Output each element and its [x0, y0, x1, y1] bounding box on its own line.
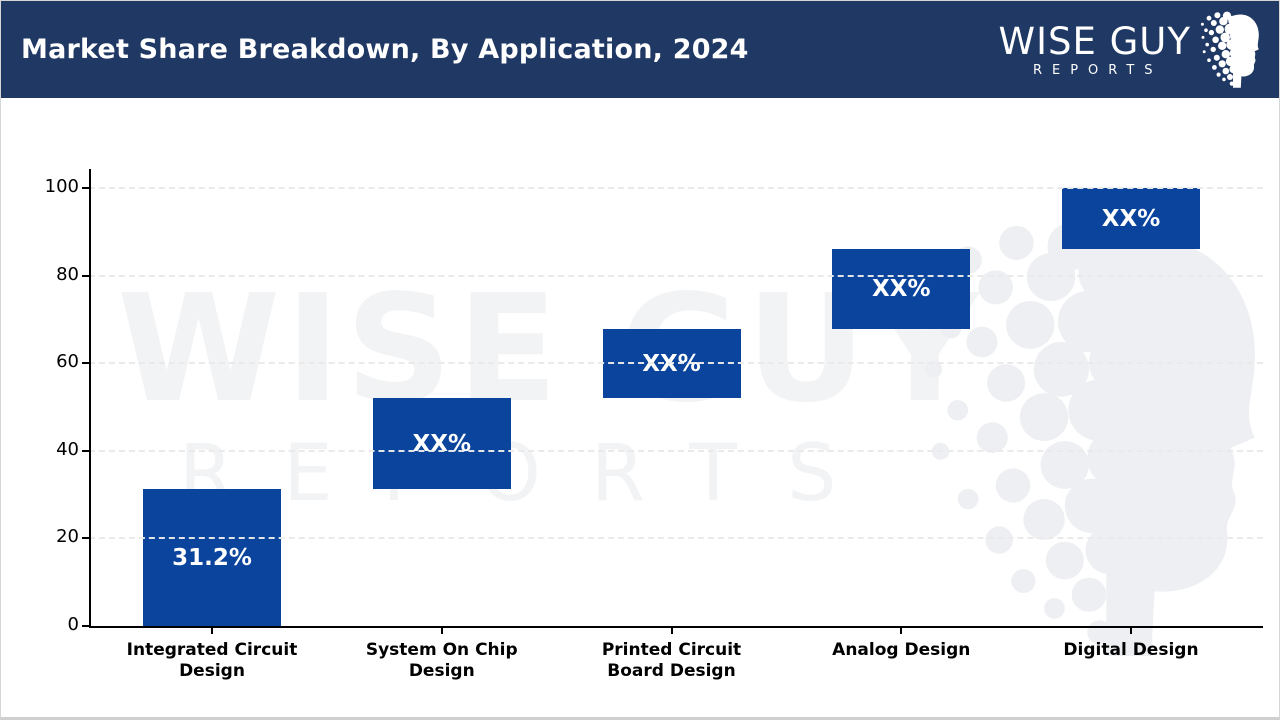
x-category-label-line: Digital Design — [1063, 640, 1199, 660]
y-tick-label: 0 — [67, 614, 79, 635]
x-category-label: System On Chip Design — [322, 640, 562, 683]
y-tick-label: 100 — [44, 176, 79, 197]
y-tick-mark — [82, 449, 89, 452]
y-gridline — [89, 362, 1263, 365]
header-bar: Market Share Breakdown, By Application, … — [1, 1, 1279, 98]
x-tick-mark — [211, 626, 213, 634]
y-gridline — [89, 449, 1263, 452]
x-category-label-line: Design — [408, 661, 475, 682]
logo-subtitle: REPORTS — [1032, 62, 1163, 78]
y-axis-line — [89, 169, 91, 628]
y-tick-label: 60 — [56, 351, 79, 373]
bar-segment: XX% — [1062, 188, 1200, 250]
wiseguy-logo: WISE GUY REPORTS — [999, 10, 1263, 90]
x-category-label: Integrated Circuit Design — [92, 640, 332, 683]
y-tick-mark — [82, 274, 89, 277]
x-category-label-line: Integrated Circuit — [126, 640, 298, 660]
y-tick-label: 80 — [56, 263, 79, 285]
y-tick-mark — [82, 625, 89, 627]
x-tick-mark — [670, 626, 673, 634]
x-category-label: Printed Circuit Board Design — [552, 640, 792, 683]
x-category-label-line: System On Chip — [365, 640, 518, 660]
logo-head-icon — [1200, 11, 1259, 88]
chart-title: Market Share Breakdown, By Application, … — [21, 34, 749, 65]
y-gridline — [89, 187, 1263, 189]
y-gridline — [89, 274, 1263, 277]
y-tick-label: 20 — [56, 526, 79, 548]
x-category-label-line: Board Design — [607, 661, 736, 682]
bar-value-label: 31.2% — [172, 544, 252, 571]
bar-value-label: XX% — [871, 276, 931, 303]
x-tick-mark — [1130, 626, 1132, 634]
logo-wordmark: WISE GUY — [998, 19, 1191, 63]
x-tick-mark — [900, 626, 903, 634]
wiseguy-logo-text: WISE GUY REPORTS — [999, 23, 1191, 77]
bar-value-label: XX% — [412, 430, 471, 457]
bar-value-label: XX% — [1101, 205, 1161, 232]
y-tick-mark — [82, 187, 89, 189]
y-tick-mark — [82, 362, 89, 365]
x-category-label-line: Printed Circuit — [601, 640, 742, 660]
x-category-label-line: Design — [179, 661, 245, 682]
y-tick-label: 40 — [56, 438, 79, 460]
x-axis-line — [89, 626, 1263, 628]
x-tick-mark — [440, 626, 443, 634]
x-category-label: Digital Design — [1011, 640, 1251, 661]
y-tick-mark — [82, 537, 89, 540]
bar-segment: XX% — [832, 249, 971, 330]
y-gridline — [89, 537, 1263, 540]
bar-segment: 31.2% — [143, 489, 281, 626]
x-category-label: Analog Design — [781, 640, 1021, 661]
x-category-label-line: Analog Design — [832, 640, 971, 660]
bar-segment: XX% — [372, 398, 511, 490]
